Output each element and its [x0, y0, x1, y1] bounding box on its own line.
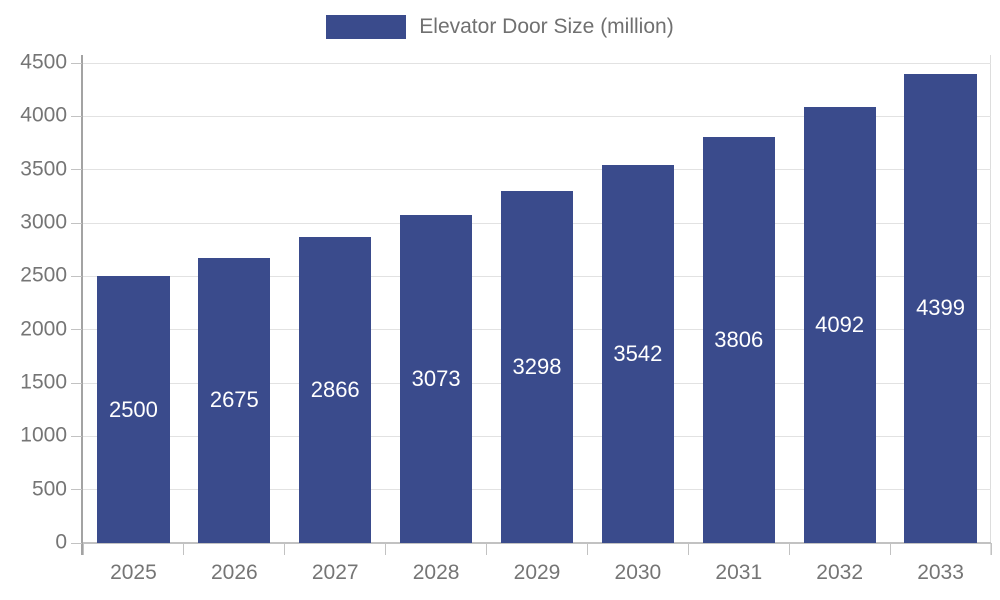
y-tick-label: 3500: [20, 157, 67, 181]
bar-value-label: 4092: [815, 311, 865, 337]
gridline: [83, 62, 991, 64]
y-tick-label: 4500: [20, 50, 67, 74]
x-tick-label: 2029: [513, 561, 561, 584]
y-tick-label: 4000: [20, 103, 67, 127]
x-tick-label: 2027: [311, 561, 359, 584]
bar-value-label: 4399: [916, 295, 966, 321]
legend-label: Elevator Door Size (million): [419, 15, 674, 38]
y-axis-tick: [71, 169, 82, 171]
y-axis-tick: [71, 542, 82, 544]
bar: 2866: [299, 237, 372, 543]
y-tick-label: 2000: [20, 317, 67, 341]
bar: 3542: [601, 165, 674, 543]
gridline: [83, 169, 991, 171]
x-axis-tick: [183, 543, 185, 555]
bar: 2500: [97, 276, 170, 543]
y-axis-tick: [71, 489, 82, 491]
plot-right-border: [990, 55, 991, 555]
x-axis-tick: [990, 543, 992, 555]
y-axis-tick: [71, 435, 82, 437]
y-tick-label: 500: [31, 477, 67, 501]
plot-area: 0 500 1000 1500 2000 2500 3000 3500 4000 4500 2500…: [20, 51, 992, 584]
bar-value-label: 3073: [411, 366, 461, 392]
y-tick-label: 0: [55, 530, 67, 554]
bar-value-label: 2866: [310, 377, 360, 403]
x-tick-label: 2032: [816, 561, 864, 584]
bar: 3806: [702, 137, 775, 543]
x-tick-label: 2031: [715, 561, 763, 584]
x-tick-label: 2033: [917, 561, 964, 584]
bar: 2675: [198, 257, 271, 543]
y-axis-tick: [71, 329, 82, 331]
bar-value-label: 2675: [209, 387, 259, 413]
y-tick-label: 3000: [20, 210, 67, 234]
legend-swatch: [326, 15, 407, 39]
x-axis-tick: [284, 543, 286, 555]
bar: 4399: [904, 73, 977, 543]
y-axis-line: [81, 55, 83, 555]
x-axis-tick: [385, 543, 387, 555]
legend: Elevator Door Size (million): [0, 15, 1000, 39]
x-tick-label: 2026: [210, 561, 258, 584]
bar-value-label: 3806: [714, 327, 764, 353]
x-axis-tick: [687, 543, 689, 555]
x-axis-tick: [486, 543, 488, 555]
y-axis-tick: [71, 222, 82, 224]
y-tick-label: 1000: [20, 423, 67, 447]
bar: 4092: [803, 106, 876, 543]
bar: 3073: [400, 215, 473, 543]
y-axis-tick: [71, 382, 82, 384]
y-axis-tick: [71, 275, 82, 277]
y-tick-label: 2500: [20, 263, 67, 287]
bar-value-label: 2500: [108, 396, 158, 422]
x-axis-line: [83, 542, 991, 544]
bar: 3298: [500, 191, 574, 543]
x-tick-label: 2030: [614, 561, 662, 584]
bar-value-label: 3298: [512, 354, 562, 380]
x-axis-tick: [889, 543, 891, 555]
gridline: [83, 115, 991, 117]
x-axis-tick: [788, 543, 790, 555]
bar-value-label: 3542: [613, 341, 663, 367]
x-tick-label: 2028: [412, 561, 460, 584]
x-axis-tick: [82, 543, 84, 555]
x-tick-label: 2025: [110, 561, 157, 584]
y-axis-tick: [71, 115, 82, 117]
y-axis-tick: [71, 62, 82, 64]
y-tick-label: 1500: [20, 370, 67, 394]
x-axis-tick: [586, 543, 588, 555]
